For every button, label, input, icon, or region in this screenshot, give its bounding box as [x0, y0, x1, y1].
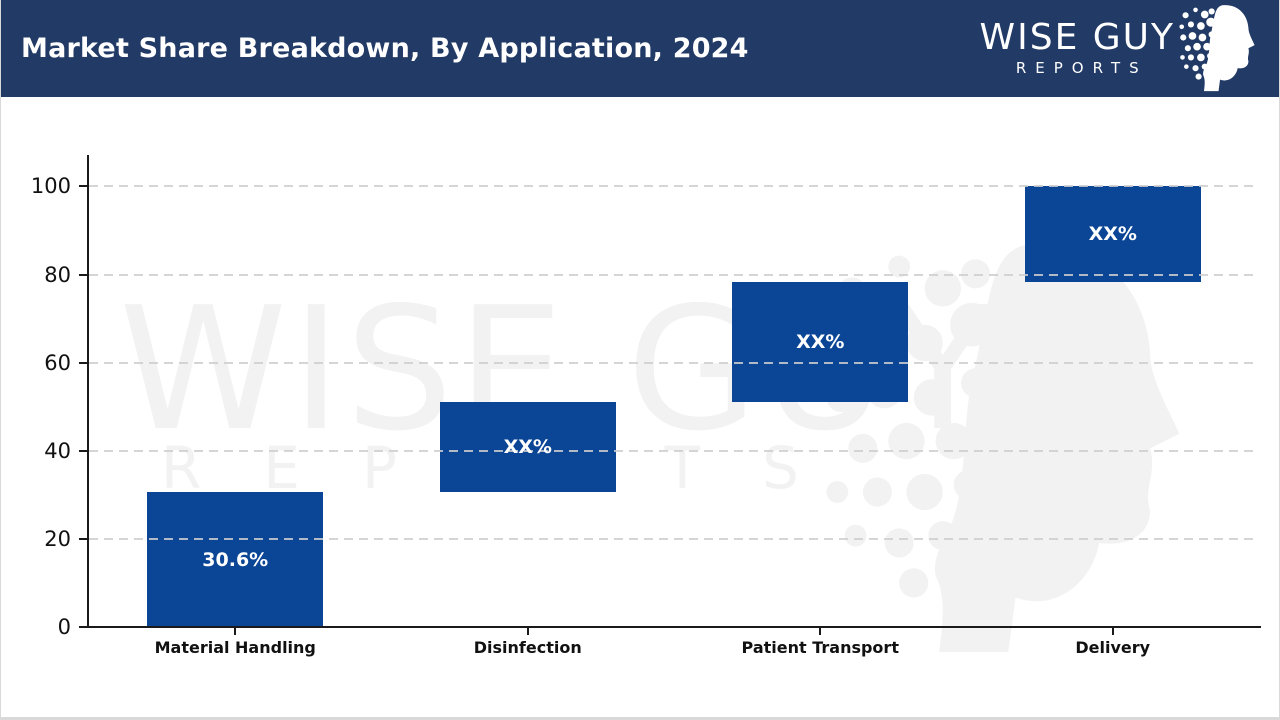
gridline-y80 [89, 273, 1259, 276]
page-title: Market Share Breakdown, By Application, … [21, 33, 749, 64]
brand-name: WISE GUY [979, 17, 1175, 58]
bar-material-handling [147, 492, 324, 627]
y-tick-mark [79, 449, 87, 452]
bar-value-label: XX% [503, 436, 552, 459]
bar-value-label: XX% [1088, 223, 1137, 245]
y-tick-label: 80 [44, 262, 71, 287]
chart-canvas: WISE GUY REPORTS 30.6%XX%XX%XX% 02040608… [1, 97, 1279, 717]
bar-delivery [1024, 186, 1201, 282]
y-tick-mark [79, 361, 87, 364]
x-category-label: Disinfection [473, 638, 582, 657]
plot-area: 30.6% XX% XX% XX% [89, 160, 1259, 627]
bar-value-label: XX% [796, 330, 845, 353]
wiseguy-head-icon [1179, 4, 1255, 91]
gridline-y20 [89, 537, 1259, 540]
gridline-y40 [89, 449, 1259, 452]
x-tick-mark [819, 628, 822, 635]
brand-logo-text: WISE GUY REPORTS [979, 17, 1176, 78]
gridline-y60 [89, 361, 1259, 364]
x-category-label: Patient Transport [741, 638, 899, 657]
y-tick-label: 20 [44, 526, 71, 551]
y-tick-label: 40 [44, 438, 71, 463]
header: Market Share Breakdown, By Application, … [1, 0, 1279, 97]
x-tick-mark [526, 628, 529, 635]
y-tick-mark [79, 537, 87, 540]
y-tick-label: 60 [44, 350, 71, 375]
x-tick-mark [234, 628, 237, 635]
y-tick-mark [79, 626, 87, 628]
brand-logo: WISE GUY REPORTS [980, 3, 1266, 95]
x-axis-line [87, 626, 1261, 628]
x-tick-mark [1111, 628, 1114, 635]
bar-value-label: 30.6% [202, 548, 269, 571]
brand-subtitle: REPORTS [1015, 59, 1148, 77]
watermark-head-icon [822, 244, 1180, 652]
y-tick-mark [79, 273, 87, 276]
y-tick-label: 0 [57, 615, 71, 639]
gridline-y100 [89, 185, 1259, 188]
y-axis-line [87, 155, 89, 628]
bar-patient-transport [732, 281, 909, 402]
x-category-label: Material Handling [154, 638, 316, 657]
y-tick-label: 100 [30, 174, 71, 199]
y-tick-mark [79, 185, 87, 188]
x-category-label: Delivery [1075, 638, 1151, 657]
bar-disinfection [439, 401, 616, 493]
